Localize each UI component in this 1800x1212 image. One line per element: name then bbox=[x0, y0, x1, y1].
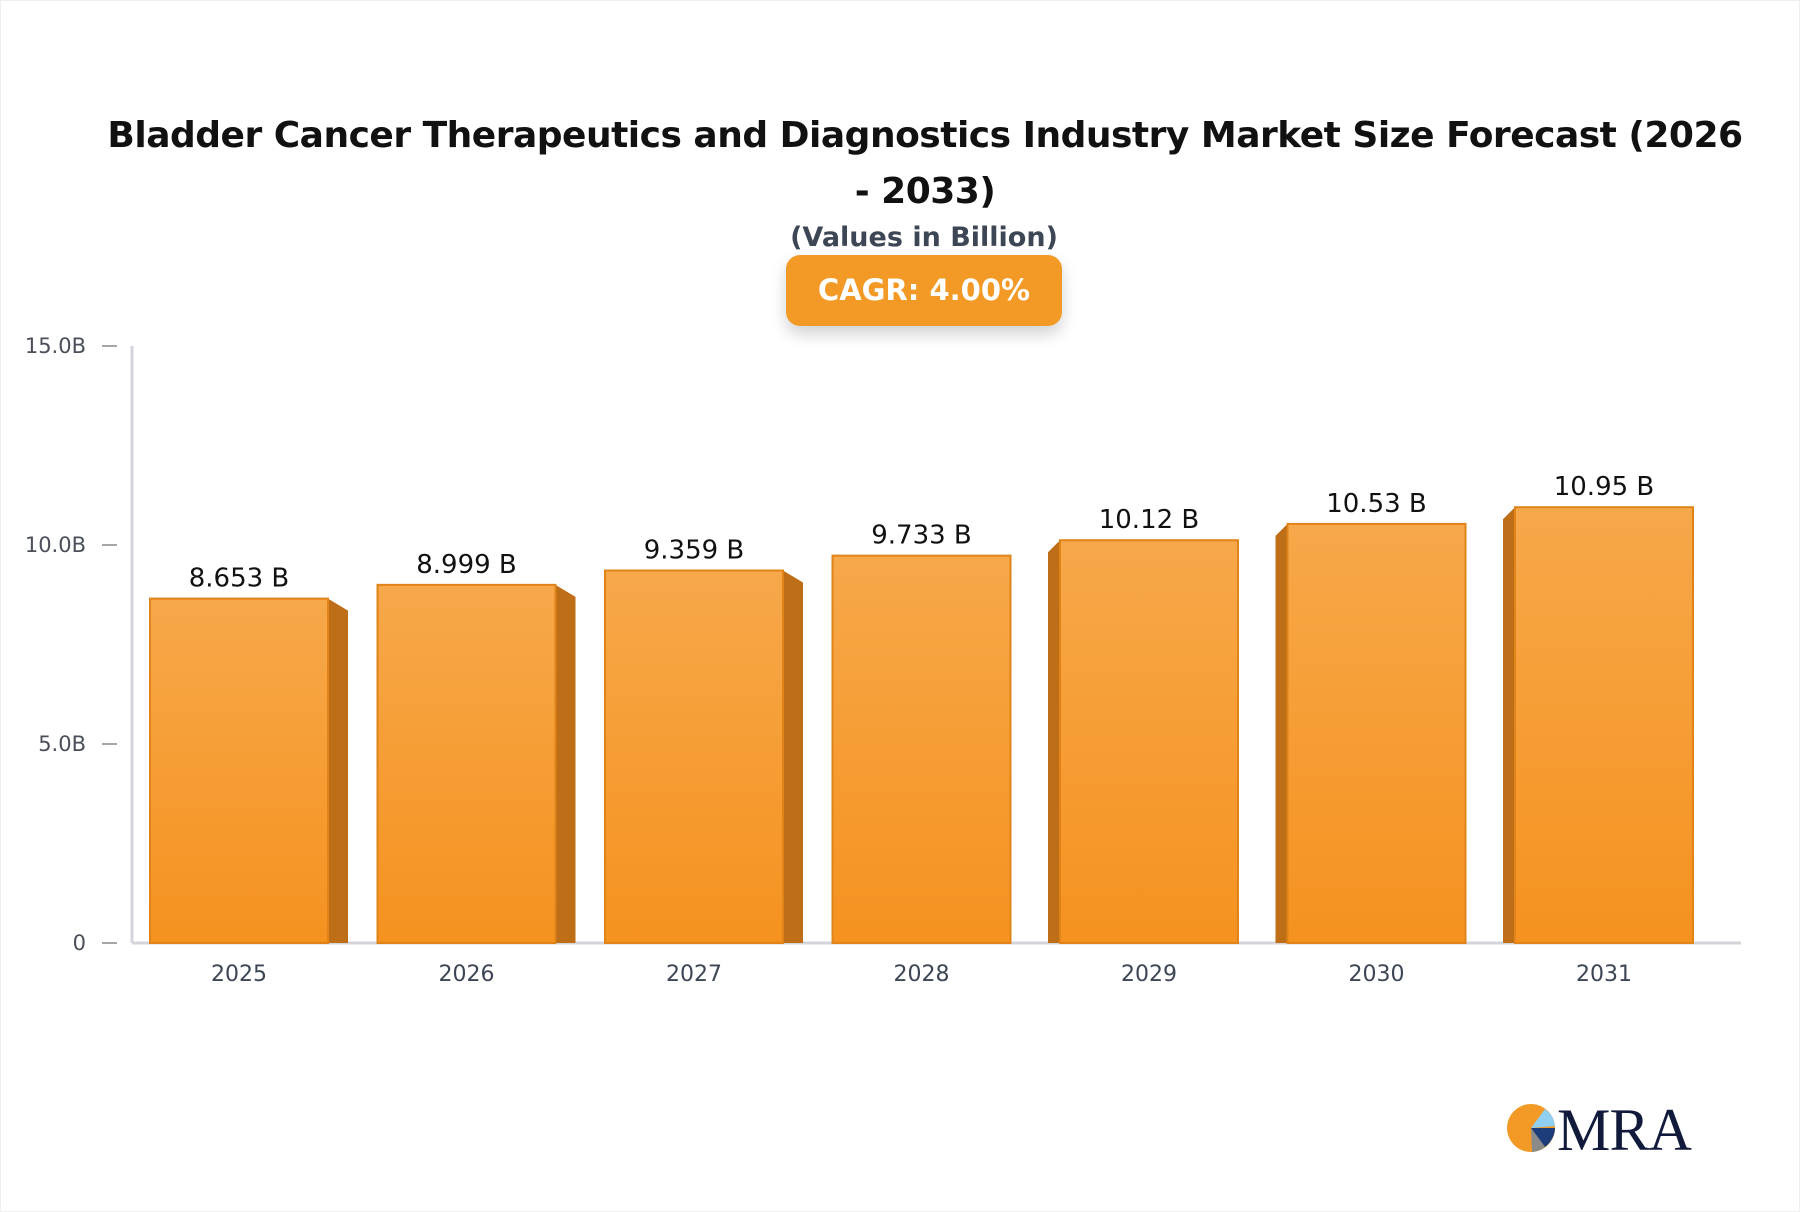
data-label: 9.359 B bbox=[644, 536, 745, 566]
bar bbox=[1514, 506, 1694, 944]
data-label: 10.95 B bbox=[1554, 472, 1655, 502]
bar-side bbox=[1275, 523, 1288, 943]
svg-text:MRA: MRA bbox=[1557, 1098, 1692, 1154]
x-tick-label: 2025 bbox=[211, 962, 267, 987]
y-tick-label: 10.0B bbox=[25, 533, 86, 557]
y-tick-label: 5.0B bbox=[38, 732, 86, 756]
x-tick-label: 2027 bbox=[666, 962, 722, 987]
bar bbox=[1286, 522, 1467, 944]
data-label: 9.733 B bbox=[871, 521, 972, 551]
bar-side bbox=[1048, 540, 1060, 943]
data-label: 10.12 B bbox=[1099, 505, 1200, 535]
cagr-badge: CAGR: 4.00% bbox=[786, 255, 1062, 326]
bar bbox=[149, 597, 329, 944]
x-tick-label: 2026 bbox=[439, 962, 495, 987]
bar bbox=[831, 554, 1012, 944]
x-tick-label: 2028 bbox=[894, 962, 950, 987]
x-tick-label: 2031 bbox=[1576, 962, 1632, 987]
x-tick-label: 2030 bbox=[1349, 962, 1405, 987]
mra-logo: MRA bbox=[1505, 1098, 1695, 1154]
bar-side bbox=[1503, 507, 1515, 943]
bar-side bbox=[328, 598, 348, 943]
data-label: 8.653 B bbox=[189, 564, 290, 594]
chart-title: Bladder Cancer Therapeutics and Diagnost… bbox=[107, 115, 1743, 212]
y-tick-label: 0 bbox=[73, 931, 86, 955]
data-label: 8.999 B bbox=[416, 550, 517, 580]
x-tick-label: 2029 bbox=[1121, 962, 1177, 987]
bar bbox=[376, 583, 557, 944]
bar-side bbox=[555, 584, 576, 943]
y-tick-label: 15.0B bbox=[25, 334, 86, 358]
bar bbox=[1059, 539, 1239, 944]
chart-subtitle: (Values in Billion) bbox=[790, 222, 1058, 253]
bar bbox=[604, 569, 784, 944]
data-label: 10.53 B bbox=[1326, 489, 1427, 519]
bar-side bbox=[783, 570, 803, 943]
